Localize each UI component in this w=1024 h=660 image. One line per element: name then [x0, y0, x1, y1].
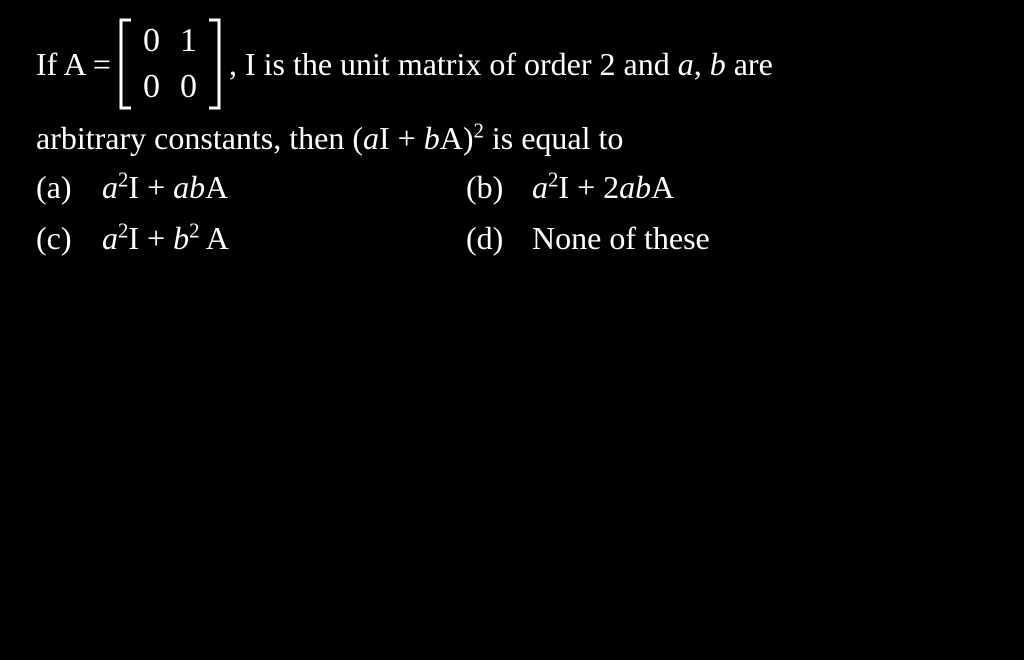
sym-I: I: [128, 220, 139, 256]
sym-A: A: [651, 169, 674, 205]
var-a: a: [102, 220, 118, 256]
sym-I: I: [128, 169, 139, 205]
matrix-A: 0 0 1 0: [117, 18, 223, 110]
sym-A: A: [206, 220, 229, 256]
exponent-2: 2: [473, 119, 483, 142]
option-expr: a2I + abA: [102, 165, 228, 210]
plus: +: [139, 220, 173, 256]
var-a: a: [532, 169, 548, 205]
sym-A: A: [205, 169, 228, 205]
text-are: are: [726, 46, 773, 82]
exp-2: 2: [189, 219, 199, 242]
left-bracket-icon: [117, 18, 133, 110]
var-b: b: [710, 46, 726, 82]
plus: +: [390, 120, 424, 156]
matrix-cell: 0: [143, 70, 160, 104]
var-a: a: [102, 169, 118, 205]
right-bracket-icon: [207, 18, 223, 110]
option-label: (d): [466, 216, 532, 261]
option-label: (c): [36, 216, 102, 261]
options-grid: (a) a2I + abA (b) a2I + 2abA (c) a2I + b…: [36, 165, 1024, 261]
option-d: (d) None of these: [466, 216, 1024, 261]
question-line-1: If A = 0 0 1 0 , I is the unit matrix of…: [36, 18, 1024, 110]
var-ab: ab: [173, 169, 205, 205]
matrix-col-1: 0 0: [133, 18, 170, 110]
option-b: (b) a2I + 2abA: [466, 165, 1024, 210]
matrix-col-2: 1 0: [170, 18, 207, 110]
text-unit-matrix: , I is the unit matrix of order 2 and a,…: [229, 42, 773, 87]
sym-I: I: [558, 169, 569, 205]
sym-I: I: [379, 120, 390, 156]
plus: +: [139, 169, 173, 205]
matrix-cell: 0: [180, 70, 197, 104]
question-line-2: arbitrary constants, then (aI + bA)2 is …: [36, 116, 1024, 161]
plus-2: + 2: [569, 169, 619, 205]
var-b: b: [173, 220, 189, 256]
var-a: a: [363, 120, 379, 156]
option-c: (c) a2I + b2 A: [36, 216, 466, 261]
matrix-cell: 1: [180, 24, 197, 58]
var-b: b: [424, 120, 440, 156]
close-paren: ): [463, 120, 474, 156]
text-if-a-equals: If A =: [36, 42, 111, 87]
text-is-equal-to: is equal to: [484, 120, 624, 156]
option-label: (a): [36, 165, 102, 210]
var-a: a: [678, 46, 694, 82]
comma: ,: [694, 46, 710, 82]
exp-2: 2: [118, 168, 128, 191]
text: , I is the unit matrix of order 2 and: [229, 46, 678, 82]
math-problem: If A = 0 0 1 0 , I is the unit matrix of…: [0, 0, 1024, 260]
sym-A: A: [440, 120, 463, 156]
text-arbitrary-constants: arbitrary constants, then (: [36, 120, 363, 156]
exp-2: 2: [548, 168, 558, 191]
var-ab: ab: [619, 169, 651, 205]
exp-2: 2: [118, 219, 128, 242]
option-label: (b): [466, 165, 532, 210]
option-text: None of these: [532, 216, 710, 261]
option-expr: a2I + b2 A: [102, 216, 229, 261]
option-expr: a2I + 2abA: [532, 165, 674, 210]
matrix-cell: 0: [143, 24, 160, 58]
option-a: (a) a2I + abA: [36, 165, 466, 210]
